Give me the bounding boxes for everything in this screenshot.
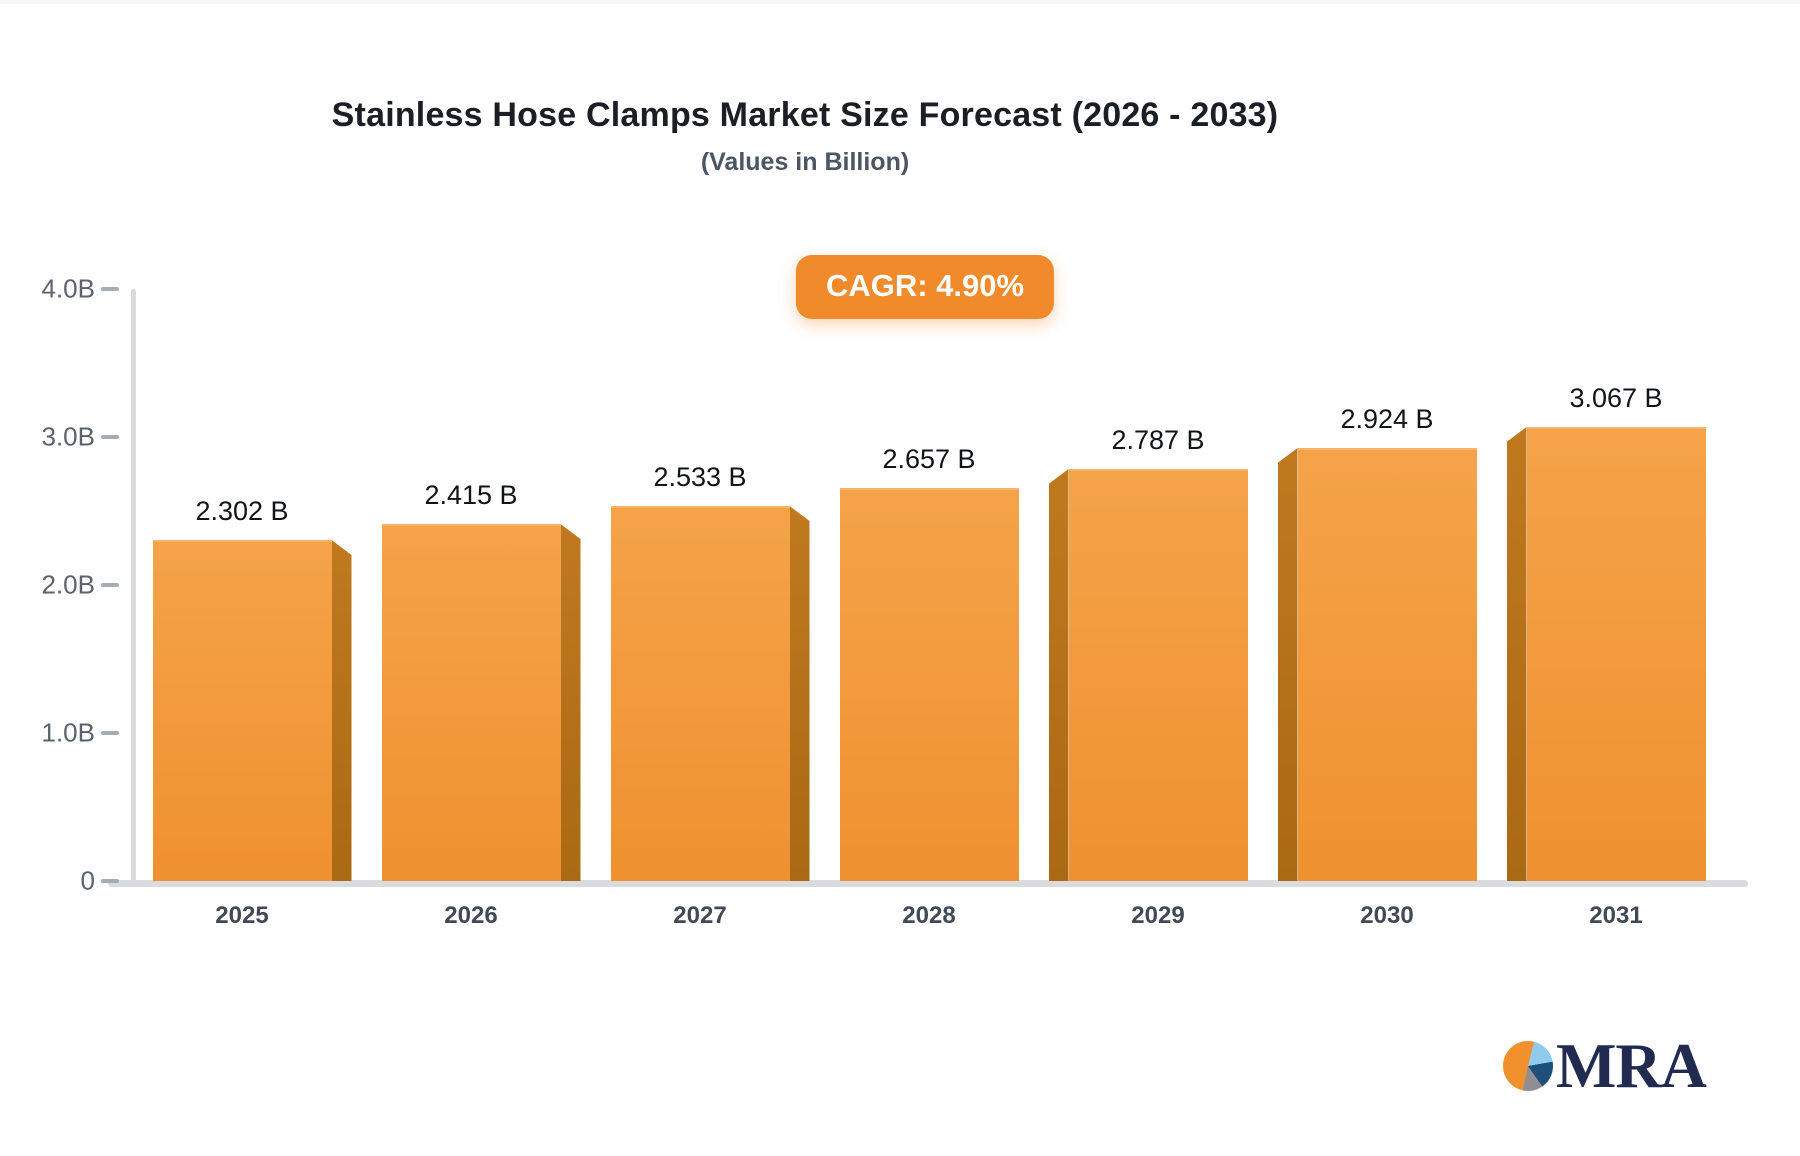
bar-3d-side <box>331 540 352 881</box>
bar-value-label: 2.415 B <box>424 480 518 510</box>
bar-value-label: 3.067 B <box>1569 383 1663 413</box>
bar <box>1297 448 1477 881</box>
bar-3d-side <box>560 524 581 881</box>
cagr-badge: CAGR: 4.90% <box>795 255 1055 319</box>
y-axis-label: 0 <box>80 865 95 896</box>
bar <box>1526 427 1706 881</box>
bar-value-label: 2.924 B <box>1340 404 1434 434</box>
mra-logo: MRA <box>1503 1030 1707 1101</box>
chart-subtitle: (Values in Billion) <box>700 148 910 176</box>
chart-title: Stainless Hose Clamps Market Size Foreca… <box>331 96 1279 134</box>
bar-value-label: 2.302 B <box>195 496 289 526</box>
x-axis-label: 2031 <box>1589 902 1643 929</box>
bar-value-label: 2.787 B <box>1111 425 1205 455</box>
x-axis-label: 2030 <box>1360 902 1414 929</box>
y-axis-label: 1.0B <box>41 717 96 748</box>
bar-3d-side <box>789 506 810 881</box>
bar-3d-side <box>1048 469 1069 881</box>
bar-value-label: 2.533 B <box>653 462 747 492</box>
x-axis-baseline <box>108 880 1748 887</box>
bar-3d-side <box>1506 427 1527 881</box>
bar <box>610 506 790 881</box>
x-axis-label: 2025 <box>215 902 269 929</box>
x-axis-label: 2029 <box>1131 902 1185 929</box>
y-axis-tick <box>101 287 119 291</box>
y-axis-label: 4.0B <box>41 273 96 304</box>
bar-3d-side <box>1277 448 1298 881</box>
bar <box>839 488 1019 881</box>
y-axis-tick <box>101 435 119 439</box>
y-axis-tick <box>101 731 119 735</box>
page-top-edge <box>0 0 1800 4</box>
x-axis-label: 2028 <box>902 902 956 929</box>
x-axis-label: 2027 <box>673 902 727 929</box>
y-axis-tick <box>101 583 119 587</box>
bar-value-label: 2.657 B <box>882 444 976 474</box>
logo-text: MRA <box>1556 1030 1707 1101</box>
y-axis-tick <box>101 879 119 883</box>
x-axis-label: 2026 <box>444 902 498 929</box>
bar <box>152 540 332 881</box>
y-axis-line <box>131 289 136 886</box>
y-axis-label: 3.0B <box>41 421 96 452</box>
bar <box>1068 469 1248 881</box>
bar <box>381 524 561 881</box>
pie-chart-logo-icon <box>1503 1041 1553 1091</box>
y-axis-label: 2.0B <box>41 569 96 600</box>
